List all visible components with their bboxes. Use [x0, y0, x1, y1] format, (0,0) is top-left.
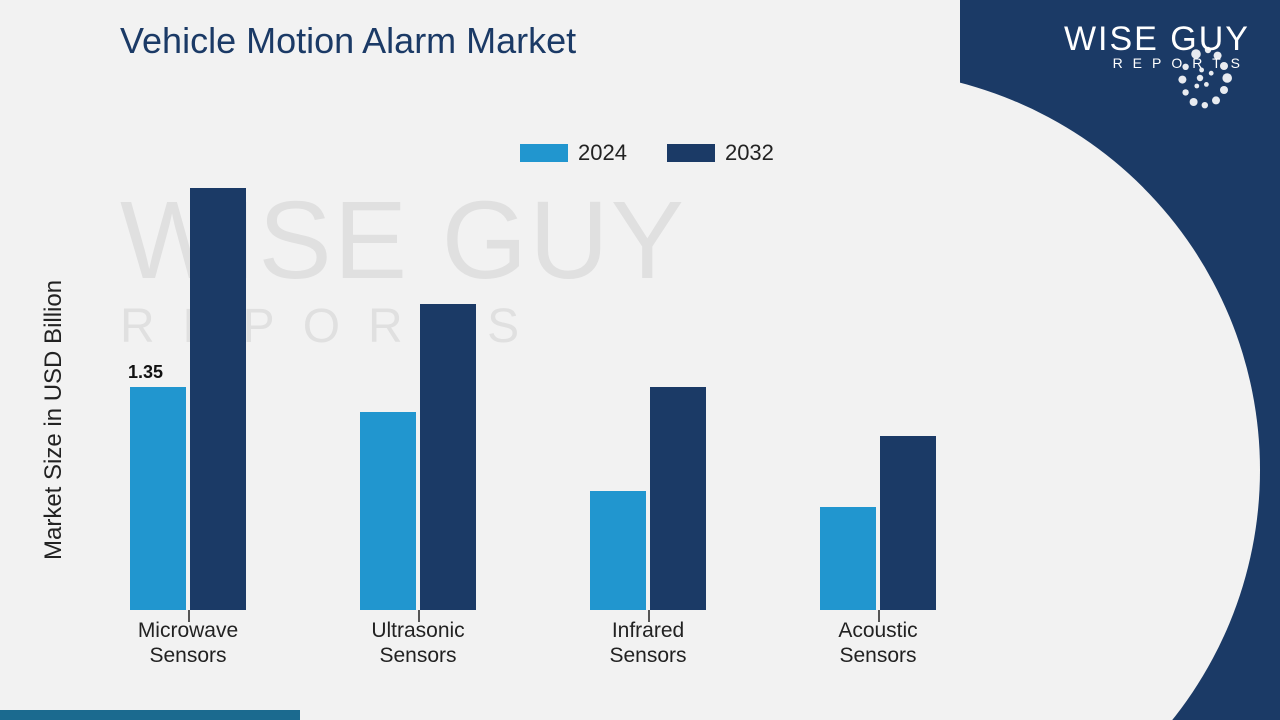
legend-label-2032: 2032 — [725, 140, 774, 166]
category-label: InfraredSensors — [548, 618, 748, 668]
legend: 2024 2032 — [520, 140, 774, 166]
y-axis-label: Market Size in USD Billion — [40, 280, 68, 560]
chart-title: Vehicle Motion Alarm Market — [120, 20, 576, 62]
chart-canvas: Vehicle Motion Alarm Market WISE GUY REP… — [0, 0, 1280, 720]
legend-item-2024: 2024 — [520, 140, 627, 166]
bar-2024-3 — [820, 507, 876, 610]
bar-2024-1 — [360, 412, 416, 610]
bar-2032-3 — [880, 436, 936, 610]
bar-2032-1 — [420, 304, 476, 610]
bar-2032-2 — [650, 387, 706, 610]
legend-label-2024: 2024 — [578, 140, 627, 166]
category-label: UltrasonicSensors — [318, 618, 518, 668]
brand-head-icon — [1160, 38, 1240, 118]
legend-swatch-2032 — [667, 144, 715, 162]
legend-swatch-2024 — [520, 144, 568, 162]
brand-logo: WISE GUY REPORTS — [1064, 20, 1250, 71]
legend-item-2032: 2032 — [667, 140, 774, 166]
bar-chart: 1.35MicrowaveSensorsUltrasonicSensorsInf… — [110, 180, 990, 610]
bar-2032-0 — [190, 188, 246, 610]
accent-strip — [0, 710, 300, 720]
category-label: AcousticSensors — [778, 618, 978, 668]
category-label: MicrowaveSensors — [88, 618, 288, 668]
bar-2024-0 — [130, 387, 186, 610]
bar-value-label: 1.35 — [128, 362, 163, 383]
bar-2024-2 — [590, 491, 646, 610]
